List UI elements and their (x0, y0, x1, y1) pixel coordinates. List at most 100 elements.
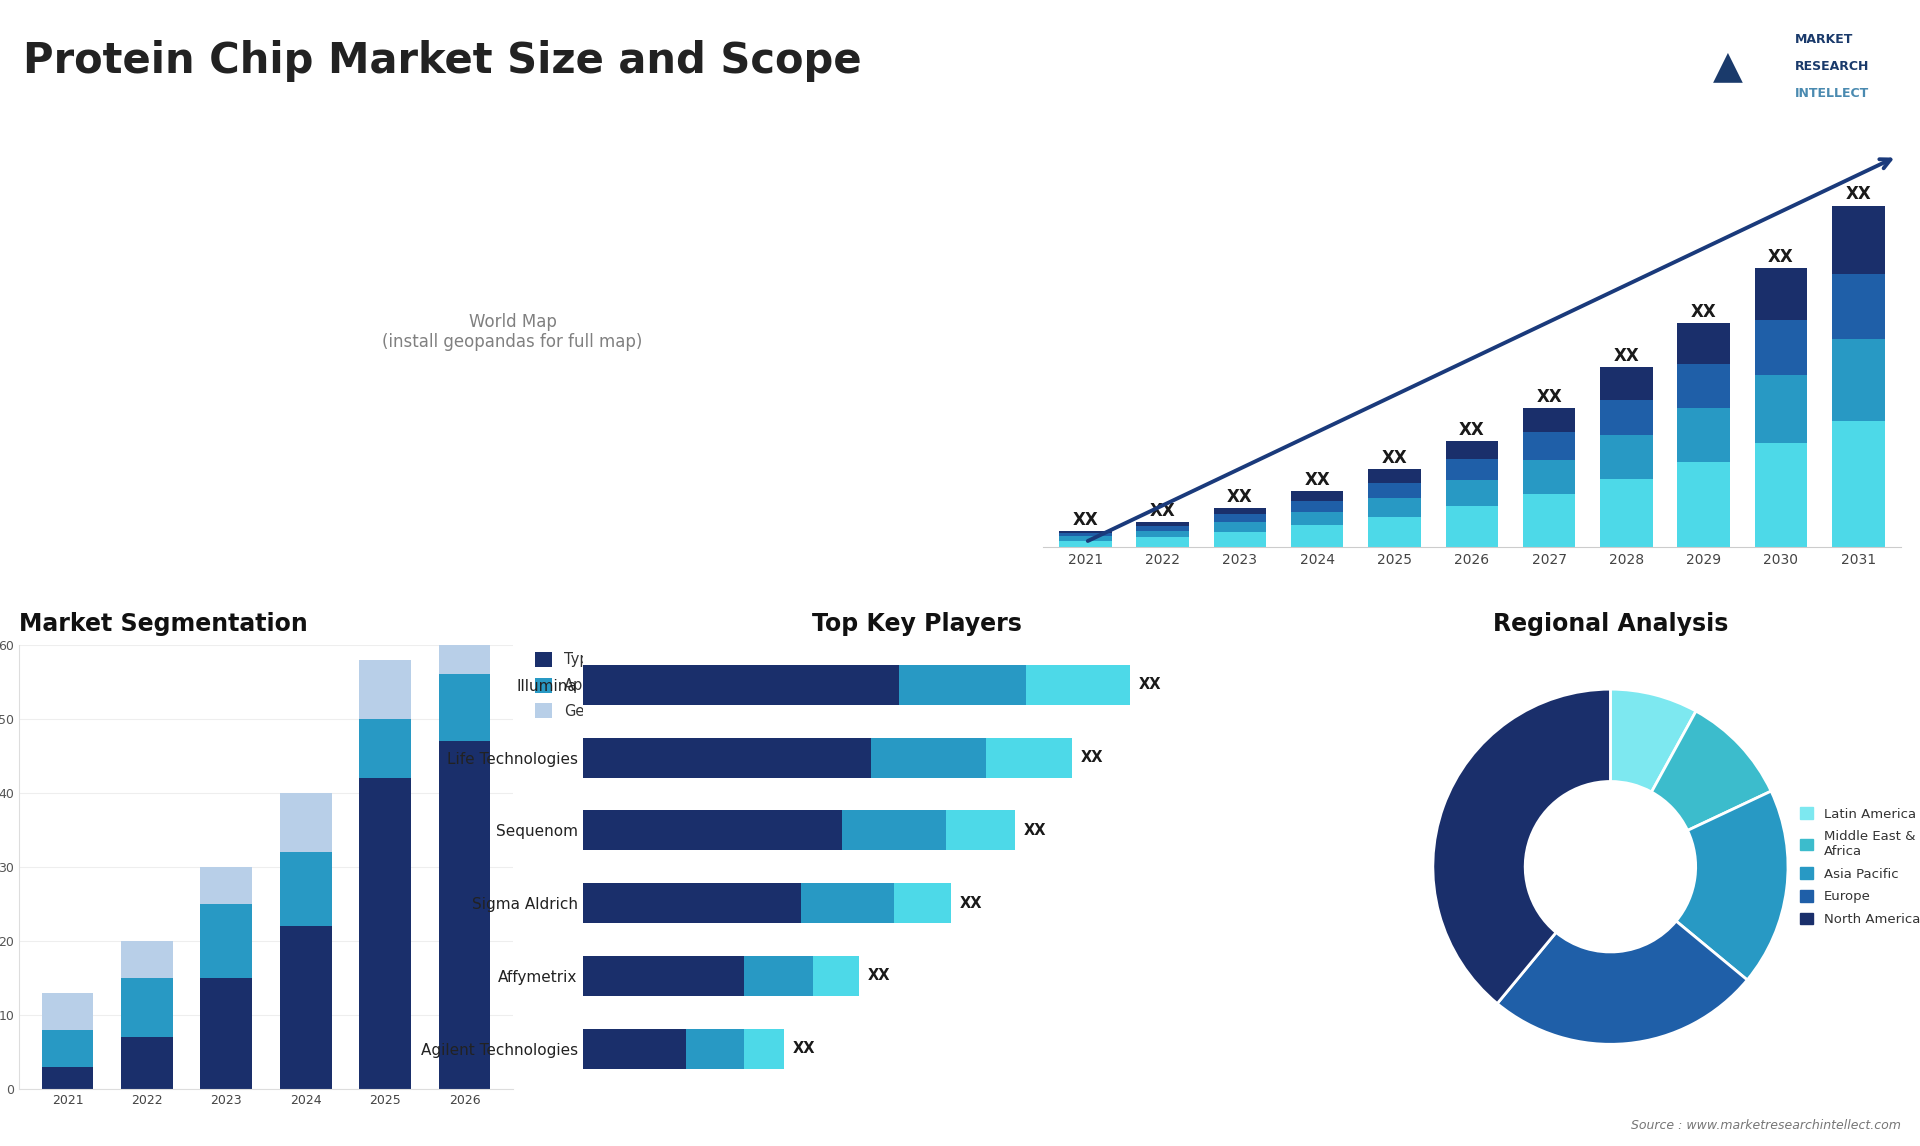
Wedge shape (1498, 921, 1747, 1044)
Bar (1446, 460, 1498, 480)
Bar (1523, 432, 1576, 460)
Bar (582, 1028, 685, 1068)
Bar (440, 674, 490, 741)
Text: Protein Chip Market Size and Scope: Protein Chip Market Size and Scope (23, 40, 862, 83)
Text: XX: XX (1139, 677, 1162, 692)
Text: XX: XX (1768, 249, 1793, 266)
Bar (42, 1067, 94, 1089)
Bar (899, 665, 1025, 705)
Bar (1060, 533, 1112, 536)
Wedge shape (1611, 689, 1695, 792)
Bar (841, 810, 945, 850)
Text: XX: XX (793, 1041, 816, 1055)
Bar (1678, 408, 1730, 462)
Bar (280, 851, 332, 926)
Text: XX: XX (1081, 751, 1104, 766)
Text: XX: XX (1304, 471, 1331, 489)
Bar (200, 904, 252, 978)
Bar (1523, 460, 1576, 494)
Bar (1369, 517, 1421, 547)
Bar (812, 956, 858, 996)
Text: Source : www.marketresearchintellect.com: Source : www.marketresearchintellect.com (1630, 1120, 1901, 1132)
Bar (1137, 526, 1188, 531)
Bar (582, 956, 743, 996)
Bar (1599, 400, 1653, 435)
Bar (1369, 470, 1421, 482)
Title: Regional Analysis: Regional Analysis (1492, 612, 1728, 636)
Bar (945, 810, 1014, 850)
Bar (1290, 492, 1344, 501)
Bar (1213, 532, 1265, 547)
Bar (743, 956, 812, 996)
Bar (359, 660, 411, 719)
Bar (1599, 479, 1653, 547)
Bar (1290, 525, 1344, 547)
Text: XX: XX (1845, 186, 1872, 203)
Bar (1678, 364, 1730, 408)
Legend: Type, Application, Geography: Type, Application, Geography (536, 652, 645, 719)
Bar (280, 926, 332, 1089)
Bar (1060, 531, 1112, 533)
Bar (985, 738, 1071, 778)
Bar (1290, 501, 1344, 511)
Bar (1832, 422, 1885, 547)
Bar (440, 741, 490, 1089)
Bar (121, 978, 173, 1037)
Bar (42, 1029, 94, 1067)
Bar (1523, 494, 1576, 547)
Text: World Map
(install geopandas for full map): World Map (install geopandas for full ma… (382, 313, 643, 352)
Bar (440, 601, 490, 674)
Bar (1060, 536, 1112, 541)
Text: XX: XX (1536, 387, 1563, 406)
Bar (200, 866, 252, 904)
Bar (1755, 375, 1807, 444)
Text: XX: XX (960, 895, 983, 911)
Text: XX: XX (1150, 502, 1175, 520)
Title: Top Key Players: Top Key Players (812, 612, 1021, 636)
Bar (359, 719, 411, 778)
Bar (1832, 205, 1885, 274)
Bar (1446, 480, 1498, 507)
Bar (1599, 367, 1653, 400)
Bar (1369, 482, 1421, 497)
Bar (582, 810, 841, 850)
Bar (1369, 497, 1421, 517)
Bar (582, 665, 899, 705)
Text: XX: XX (1459, 421, 1484, 439)
Bar (200, 978, 252, 1089)
Bar (1755, 268, 1807, 321)
Bar (1137, 537, 1188, 547)
Bar (685, 1028, 743, 1068)
Bar (1290, 511, 1344, 525)
Bar (1755, 444, 1807, 547)
Bar (42, 992, 94, 1029)
Bar (870, 738, 985, 778)
Bar (1678, 462, 1730, 547)
Wedge shape (1676, 791, 1788, 980)
Bar (1832, 274, 1885, 339)
Bar (582, 738, 870, 778)
Text: XX: XX (1692, 303, 1716, 321)
Text: INTELLECT: INTELLECT (1795, 87, 1870, 100)
Bar (280, 793, 332, 851)
Bar (582, 884, 801, 923)
Text: MARKET: MARKET (1795, 33, 1853, 46)
Text: ▲: ▲ (1713, 48, 1743, 86)
Bar (893, 884, 950, 923)
Text: XX: XX (1382, 449, 1407, 468)
Text: RESEARCH: RESEARCH (1795, 61, 1870, 73)
Bar (121, 941, 173, 978)
Wedge shape (1651, 712, 1770, 831)
Text: XX: XX (1023, 823, 1046, 838)
Bar (1446, 441, 1498, 460)
Bar (359, 778, 411, 1089)
Text: Market Segmentation: Market Segmentation (19, 612, 307, 636)
Legend: Latin America, Middle East &
Africa, Asia Pacific, Europe, North America: Latin America, Middle East & Africa, Asi… (1795, 802, 1920, 932)
Text: XX: XX (1613, 346, 1640, 364)
Bar (1137, 531, 1188, 537)
Bar (1213, 521, 1265, 532)
Bar (743, 1028, 783, 1068)
Text: XX: XX (1227, 488, 1252, 507)
Text: XX: XX (1073, 510, 1098, 528)
Bar (1213, 515, 1265, 521)
